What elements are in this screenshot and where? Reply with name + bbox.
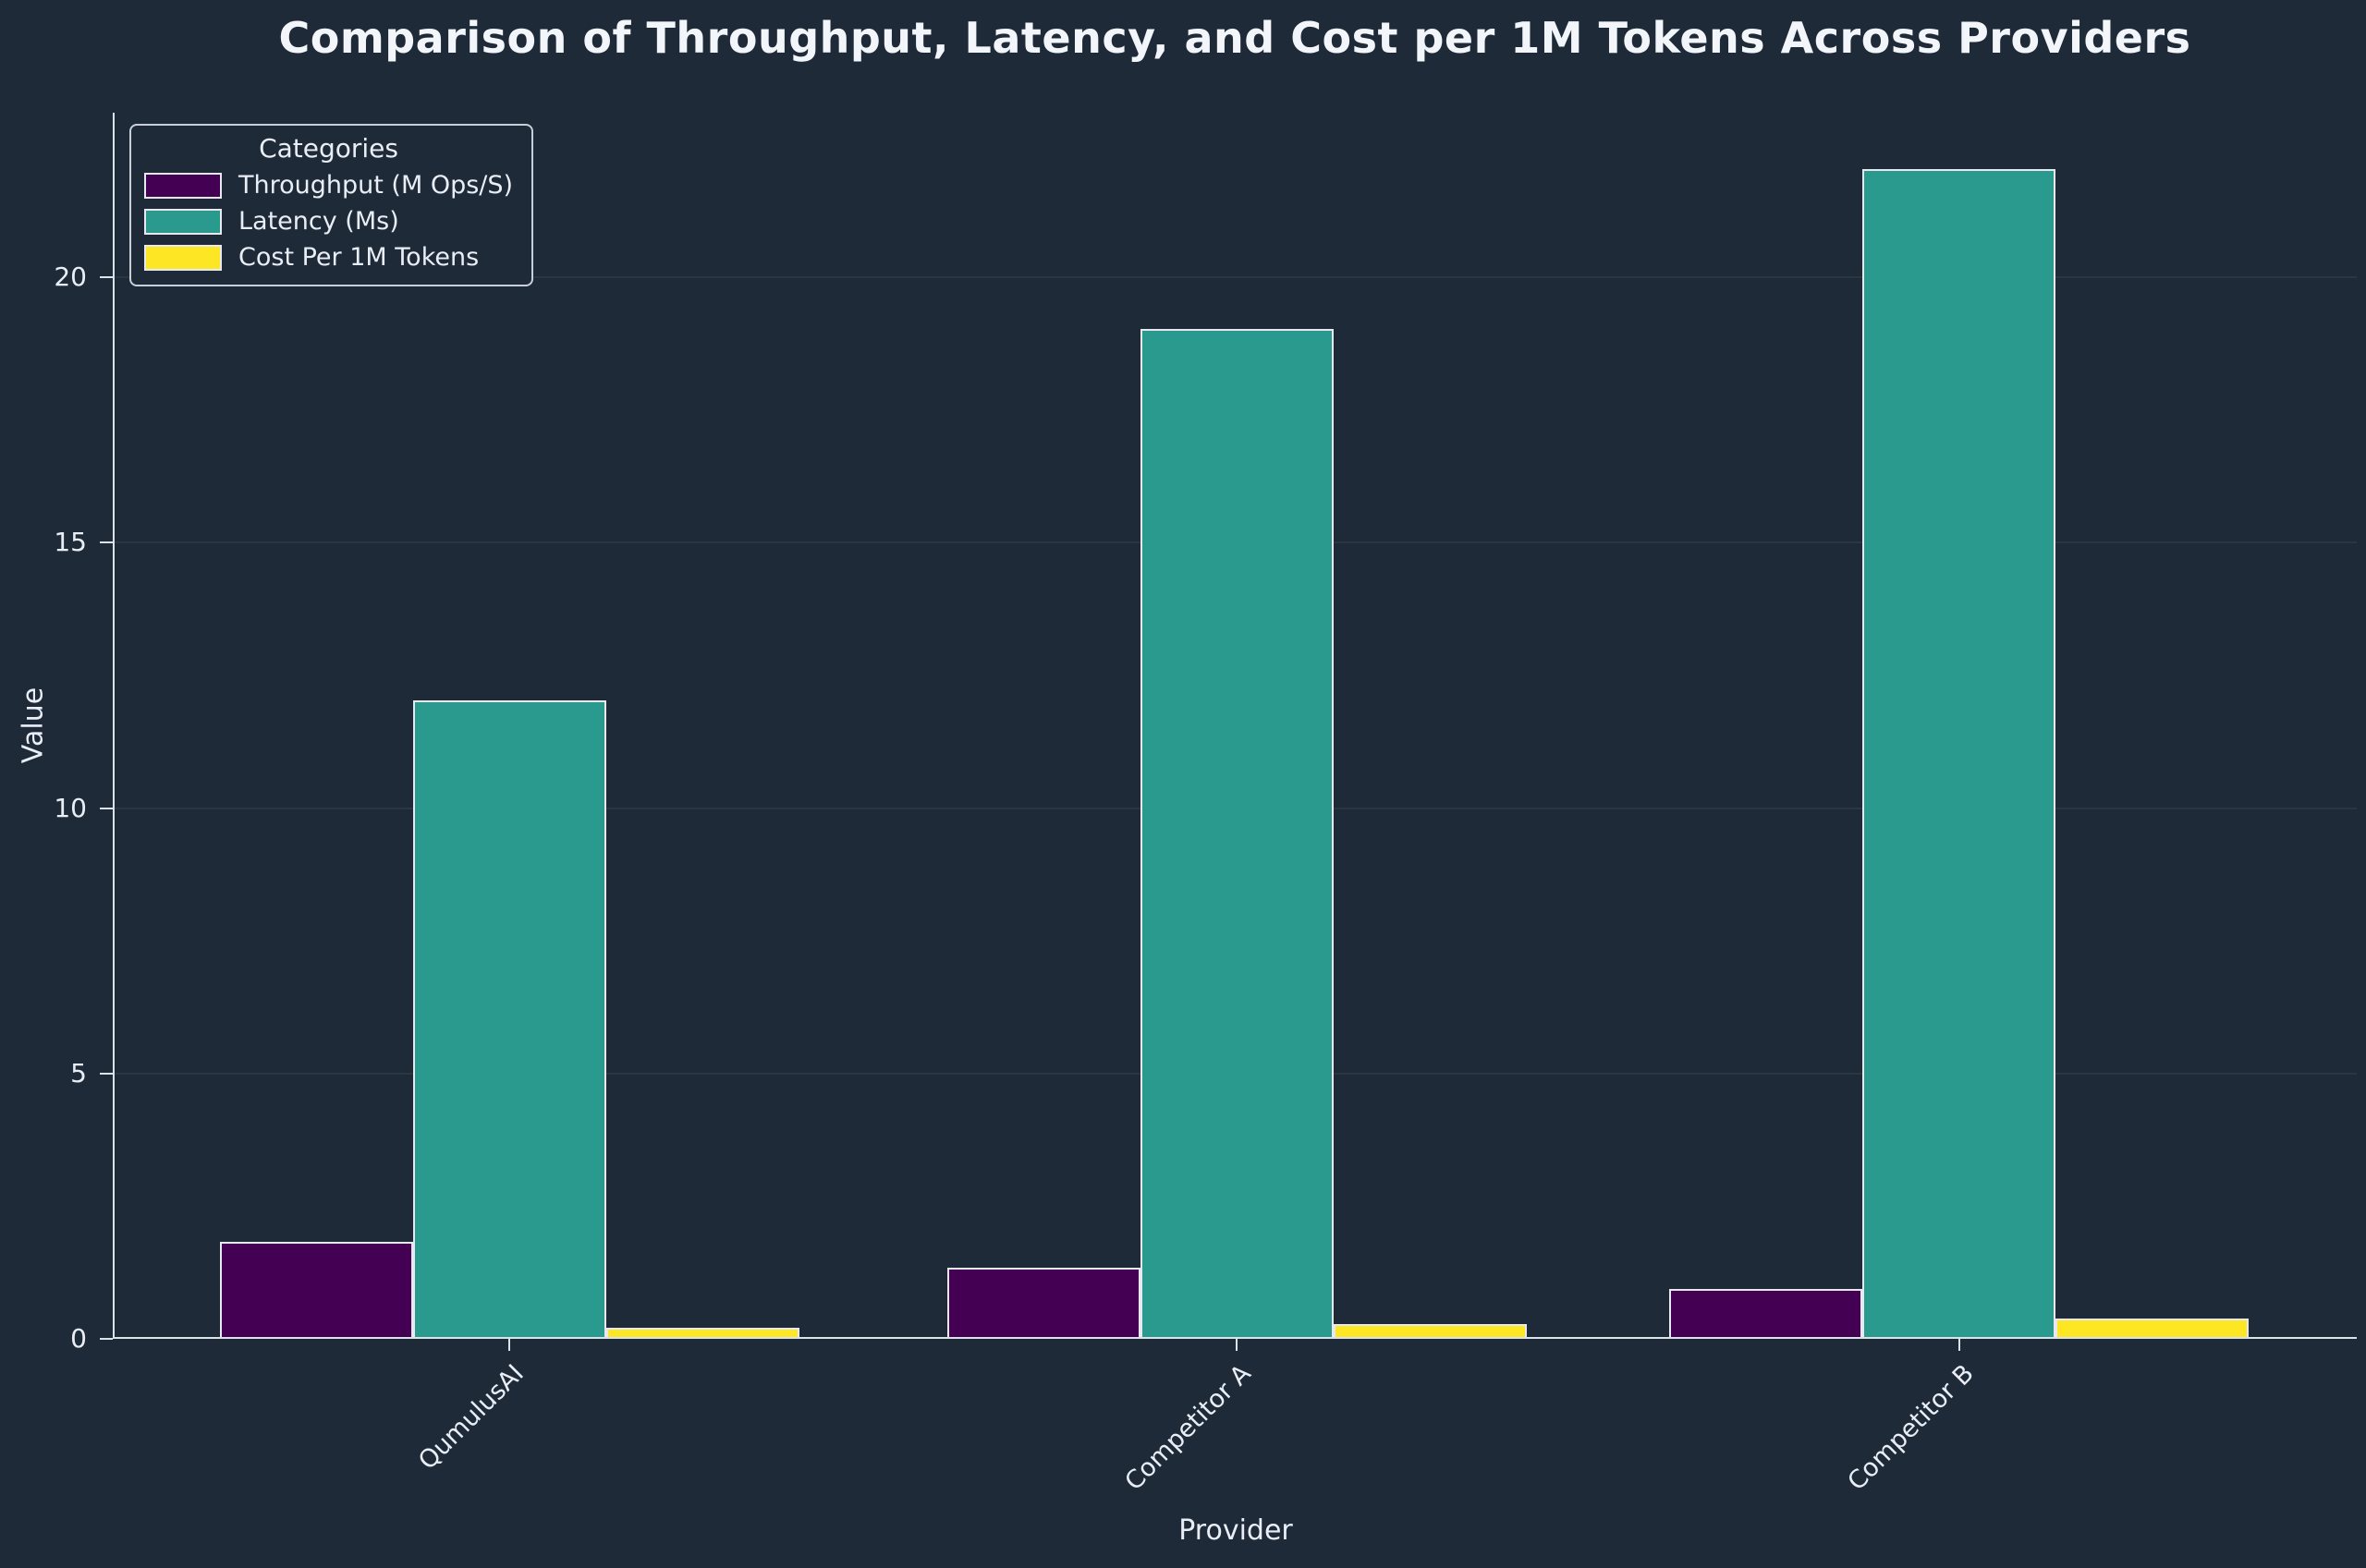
- x-tick-mark-competitor-b: [1957, 1337, 1960, 1351]
- y-tick-mark-0: [100, 1338, 113, 1340]
- x-axis-label: Provider: [1178, 1514, 1293, 1547]
- x-tick-label-competitor-a: Competitor A: [1119, 1359, 1257, 1497]
- legend-row-cost-per-1m-tokens: Cost Per 1M Tokens: [144, 243, 513, 272]
- bar-competitor-b-latency-ms: [1862, 169, 2056, 1337]
- chart-title: Comparison of Throughput, Latency, and C…: [278, 13, 2191, 63]
- y-tick-mark-10: [100, 807, 113, 809]
- x-tick-label-competitor-b: Competitor B: [1842, 1359, 1980, 1497]
- x-tick-mark-competitor-a: [1236, 1337, 1238, 1351]
- bar-competitor-a-throughput-m-ops-s: [946, 1268, 1140, 1337]
- legend-row-latency-ms: Latency (Ms): [144, 207, 513, 236]
- legend-label-latency-ms: Latency (Ms): [238, 207, 399, 236]
- legend: Categories Throughput (M Ops/S) Latency (…: [129, 124, 534, 286]
- y-tick-label-10: 10: [54, 792, 87, 823]
- bar-competitor-b-cost-per-1m-tokens: [2055, 1318, 2250, 1337]
- x-tick-mark-qumulusai: [508, 1337, 511, 1351]
- bar-competitor-a-latency-ms: [1140, 328, 1334, 1337]
- y-tick-mark-5: [100, 1072, 113, 1075]
- bar-qumulusai-latency-ms: [412, 699, 606, 1337]
- legend-row-throughput-m-ops-s: Throughput (M Ops/S): [144, 171, 513, 200]
- legend-swatch-throughput-m-ops-s: [144, 172, 222, 199]
- y-tick-mark-15: [100, 541, 113, 544]
- bar-qumulusai-cost-per-1m-tokens: [605, 1327, 799, 1337]
- y-tick-label-15: 15: [54, 527, 87, 558]
- bar-qumulusai-throughput-m-ops-s: [219, 1241, 413, 1337]
- y-axis-label: Value: [17, 687, 50, 763]
- y-tick-mark-20: [100, 276, 113, 279]
- gridline-y-20: [115, 276, 2357, 279]
- y-tick-label-20: 20: [54, 261, 87, 293]
- bar-competitor-b-throughput-m-ops-s: [1669, 1289, 1863, 1337]
- x-tick-label-qumulusai: QumulusAI: [413, 1359, 531, 1476]
- legend-items: Throughput (M Ops/S) Latency (Ms) Cost Per…: [144, 171, 513, 272]
- legend-swatch-cost-per-1m-tokens: [144, 244, 222, 271]
- legend-swatch-latency-ms: [144, 208, 222, 235]
- legend-label-cost-per-1m-tokens: Cost Per 1M Tokens: [238, 243, 480, 272]
- legend-title: Categories: [259, 133, 398, 164]
- legend-label-throughput-m-ops-s: Throughput (M Ops/S): [238, 171, 514, 200]
- y-tick-label-5: 5: [70, 1057, 87, 1088]
- y-tick-label-0: 0: [70, 1323, 87, 1354]
- plot-area: Categories Throughput (M Ops/S) Latency (…: [18, 113, 2357, 1547]
- bar-competitor-a-cost-per-1m-tokens: [1333, 1323, 1527, 1337]
